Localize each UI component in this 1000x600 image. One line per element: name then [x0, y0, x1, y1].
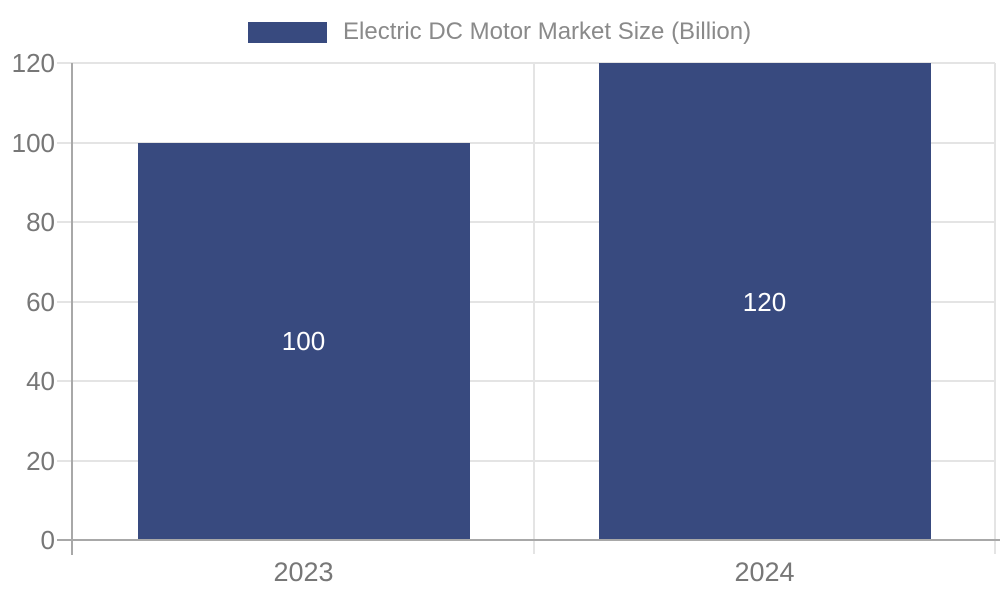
- y-tick-label: 100: [11, 127, 55, 158]
- y-axis-labels: 0 20 40 60 80 100 120: [0, 48, 55, 555]
- x-tick-label: 2024: [734, 557, 795, 587]
- x-tick-label: 2023: [273, 557, 334, 587]
- plot-area: 100 120: [57, 62, 1000, 555]
- y-tick-mark: [57, 62, 73, 64]
- y-axis-line: [71, 63, 73, 555]
- y-tick-label: 120: [11, 48, 55, 78]
- legend[interactable]: Electric DC Motor Market Size (Billion): [248, 20, 751, 44]
- y-tick-mark: [57, 221, 73, 223]
- x-gridline: [533, 63, 535, 554]
- bar-value-label: 120: [742, 286, 787, 317]
- y-tick-label: 0: [40, 525, 55, 555]
- y-tick-label: 20: [26, 445, 55, 476]
- y-tick-label: 40: [26, 366, 55, 396]
- y-tick-label: 60: [26, 286, 55, 317]
- bar-2024: 120: [598, 63, 931, 540]
- legend-label: Electric DC Motor Market Size (Billion): [343, 18, 752, 45]
- y-tick-mark: [57, 459, 73, 462]
- y-tick-label: 80: [26, 207, 55, 237]
- bar-2023: 100: [137, 142, 470, 540]
- x-axis-labels: 2023 2024: [73, 559, 995, 589]
- x-axis-line: [57, 539, 1000, 541]
- y-tick-mark: [57, 300, 73, 303]
- x-gridline: [994, 63, 996, 554]
- y-tick-mark: [57, 141, 73, 144]
- y-tick-mark: [57, 380, 73, 382]
- bar-value-label: 100: [281, 326, 326, 357]
- legend-swatch: [248, 21, 327, 43]
